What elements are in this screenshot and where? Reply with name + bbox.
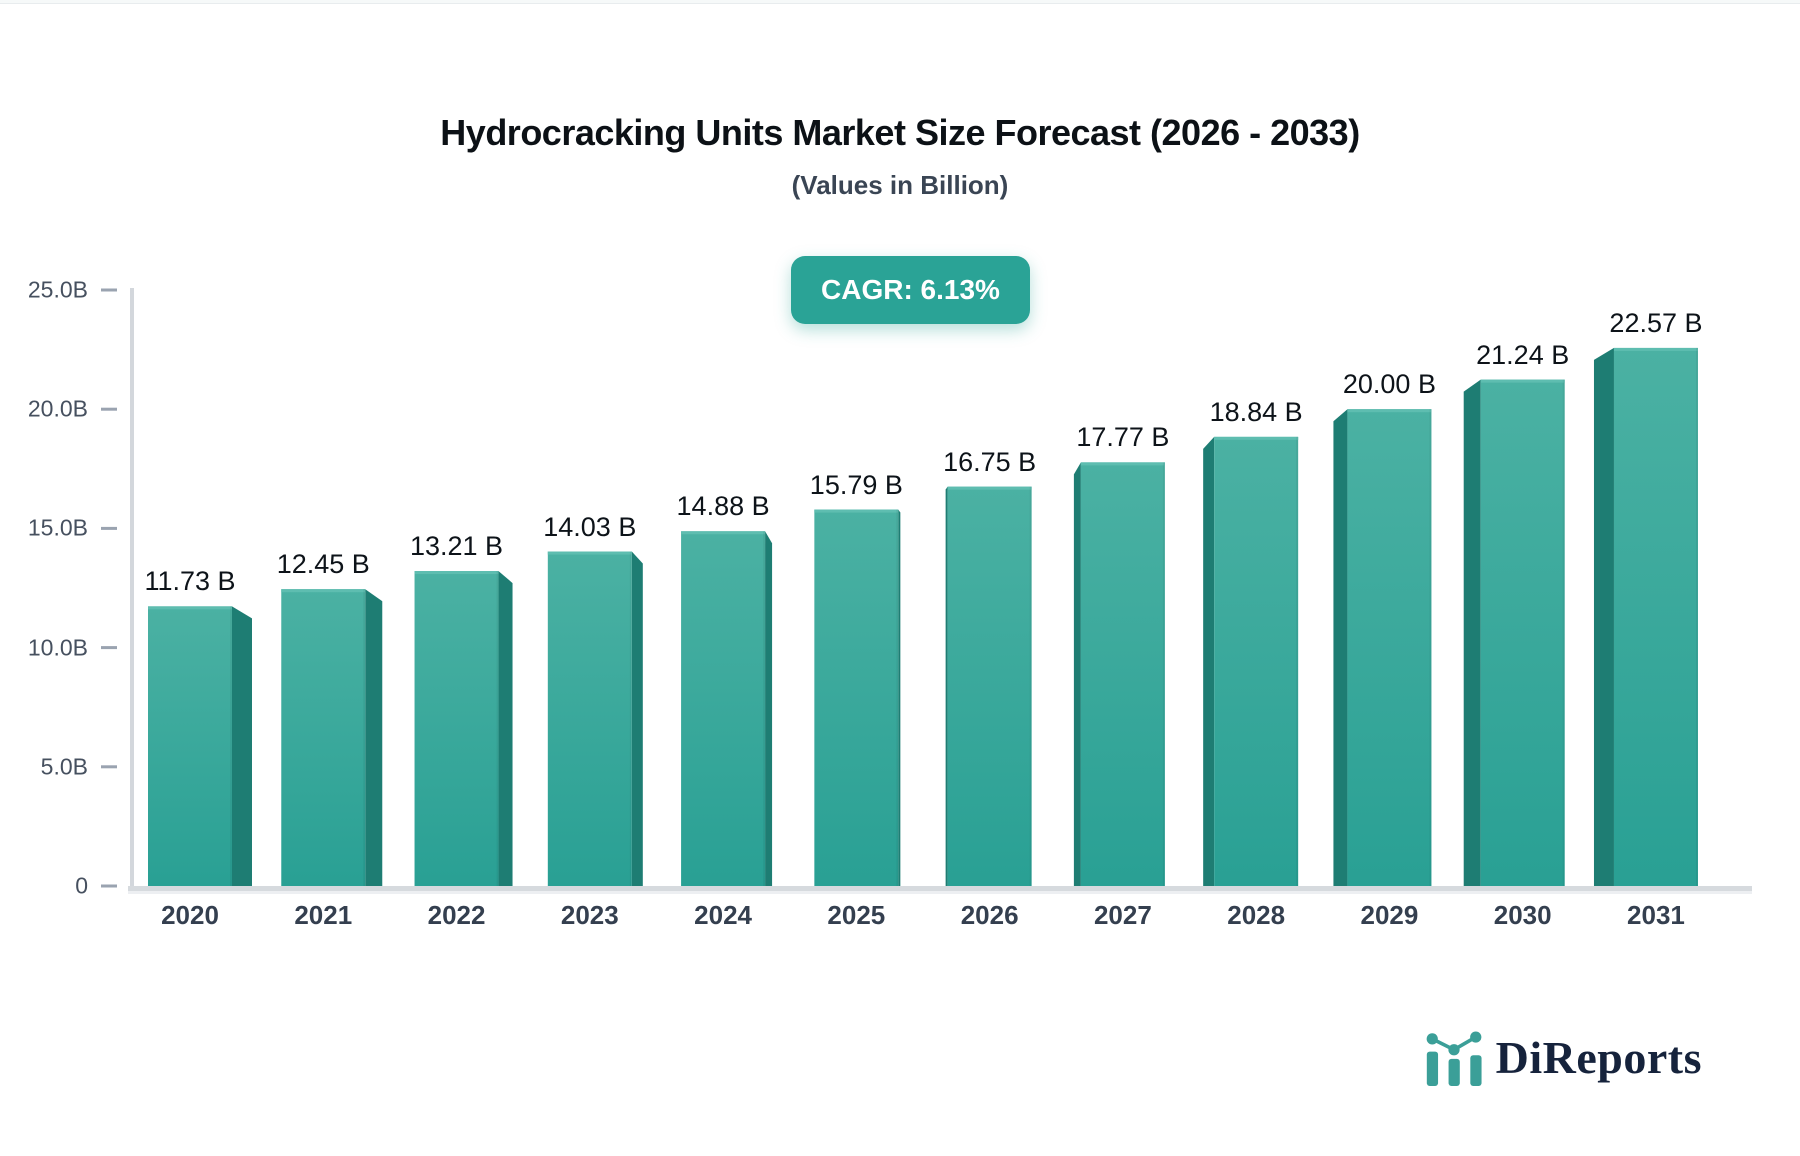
bar-side-face	[232, 606, 252, 886]
y-tick-label: 0	[75, 872, 88, 899]
x-tick-label: 2031	[1627, 900, 1685, 930]
x-axis-baseline-shadow	[128, 891, 1752, 894]
bar-top-edge	[281, 589, 366, 593]
y-tick-mark	[101, 407, 117, 411]
bar-value-label: 21.24 B	[1476, 339, 1570, 370]
x-axis-baseline	[128, 886, 1752, 891]
x-tick-label: 2025	[827, 900, 886, 930]
bar-value-label: 15.79 B	[809, 469, 903, 500]
bar-front-edge-shade	[496, 571, 499, 886]
y-axis-line	[130, 288, 134, 886]
y-tick-mark	[101, 526, 117, 530]
bar-top-edge	[1347, 409, 1432, 413]
bar-side-face	[1073, 462, 1081, 886]
x-tick-label: 2026	[960, 900, 1019, 930]
bar-side-face	[1463, 379, 1481, 886]
bar-top-edge	[1080, 462, 1165, 466]
bar-front-edge-shade	[1162, 462, 1165, 886]
x-tick-label: 2028	[1227, 900, 1286, 930]
bar-front-edge-shade	[1695, 347, 1698, 886]
y-tick-mark	[101, 288, 117, 292]
y-tick-label: 25.0B	[27, 276, 88, 303]
bar-front-face	[1613, 347, 1698, 886]
bar-side-face	[1333, 409, 1348, 886]
y-tick-label: 20.0B	[27, 395, 88, 422]
bar-side-face	[765, 531, 773, 886]
x-tick-label: 2023	[560, 900, 619, 930]
bar-side-face	[898, 509, 901, 886]
bar-value-label: 16.75 B	[943, 446, 1037, 477]
y-tick-label: 15.0B	[27, 514, 88, 541]
y-tick-mark	[101, 884, 117, 888]
bar-top-edge	[414, 571, 499, 575]
x-tick-label: 2029	[1360, 900, 1419, 930]
bar-front-face	[547, 551, 632, 886]
bar-front-edge-shade	[896, 509, 899, 886]
bar-front-face	[681, 531, 766, 886]
x-tick-label: 2020	[161, 900, 219, 930]
bar-front-edge-shade	[363, 589, 366, 886]
y-tick-mark	[101, 646, 117, 650]
bar-top-edge	[148, 606, 232, 610]
bar-value-label: 12.45 B	[276, 549, 370, 580]
bar-front-edge-shade	[763, 531, 766, 886]
chart-subtitle: (Values in Billion)	[791, 170, 1009, 200]
bar-top-edge	[1613, 347, 1698, 351]
bar-front-face	[1480, 379, 1565, 886]
bar-front-face	[1080, 462, 1165, 886]
bar-front-face	[1214, 436, 1299, 886]
bar-front-edge-shade	[1562, 379, 1565, 886]
bar-value-label: 13.21 B	[409, 531, 504, 562]
bar-side-face	[631, 551, 643, 886]
bar-side-face	[1203, 436, 1215, 886]
y-tick-mark	[101, 765, 117, 769]
bar-chart-trend-icon	[1426, 1031, 1482, 1086]
bar-front-edge-shade	[1029, 486, 1032, 886]
bar-side-face	[1593, 347, 1614, 886]
bar-front-face	[1347, 409, 1432, 886]
bar-top-edge	[547, 551, 632, 555]
bar-top-edge	[1214, 436, 1299, 440]
bar-value-label: 22.57 B	[1609, 307, 1703, 338]
axes	[101, 288, 1752, 894]
bar-value-label: 20.00 B	[1342, 369, 1436, 400]
brand-logo: DiReports	[1422, 1028, 1702, 1086]
bars	[148, 347, 1698, 886]
bar-top-edge	[947, 486, 1032, 490]
bar-side-face	[945, 486, 948, 886]
top-border	[0, 0, 1800, 4]
bar-value-label: 11.73 B	[144, 566, 236, 597]
bar-front-face	[148, 606, 232, 886]
bar-value-label: 14.03 B	[543, 511, 637, 542]
bar-value-label: 14.88 B	[676, 491, 770, 522]
bar-side-face	[365, 589, 383, 886]
y-tick-label: 10.0B	[27, 634, 88, 661]
bar-value-label: 17.77 B	[1076, 422, 1170, 453]
x-tick-label: 2027	[1093, 900, 1152, 930]
x-tick-label: 2022	[427, 900, 486, 930]
bar-top-edge	[1480, 379, 1565, 383]
bar-side-face	[498, 571, 513, 886]
x-tick-label: 2021	[294, 900, 353, 930]
bar-front-edge-shade	[230, 606, 232, 886]
cagr-badge: CAGR: 6.13%	[791, 256, 1030, 324]
bar-front-face	[814, 509, 899, 886]
bar-front-face	[414, 571, 499, 886]
bar-front-edge-shade	[1296, 436, 1299, 886]
x-tick-label: 2030	[1493, 900, 1552, 930]
bar-value-label: 18.84 B	[1209, 396, 1303, 427]
logo-text: DiReports	[1495, 1031, 1702, 1083]
bar-top-edge	[681, 531, 766, 535]
x-tick-label: 2024	[694, 900, 752, 930]
bar-front-edge-shade	[629, 551, 632, 886]
bar-front-edge-shade	[1429, 409, 1432, 886]
bar-top-edge	[814, 509, 899, 513]
bar-front-face	[281, 589, 366, 886]
bar-front-face	[947, 486, 1032, 886]
chart-title: Hydrocracking Units Market Size Forecast…	[440, 112, 1360, 153]
y-tick-label: 5.0B	[40, 753, 88, 780]
